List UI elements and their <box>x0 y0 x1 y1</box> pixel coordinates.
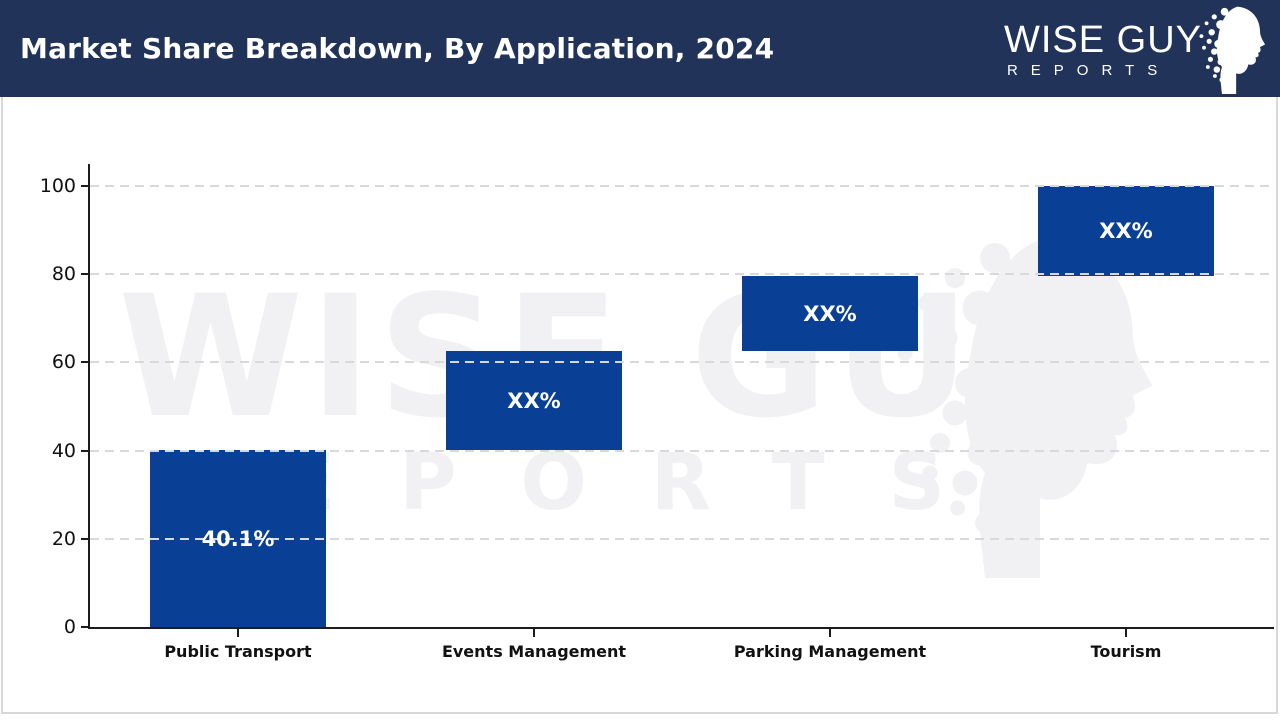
y-axis-tick <box>81 449 88 452</box>
bar-value-label: XX% <box>1099 219 1153 244</box>
brand-head-icon <box>1199 6 1266 94</box>
category-label: Parking Management <box>733 642 927 661</box>
x-axis-tick <box>1125 629 1127 637</box>
bar-parking-management <box>742 276 918 352</box>
y-axis-tick-label: 80 <box>51 263 76 286</box>
y-axis-tick-label: 60 <box>51 351 76 374</box>
gridline <box>90 449 1274 452</box>
brand-tagline: REPORTS <box>1006 61 1171 79</box>
gridline <box>90 361 1274 364</box>
x-axis-tick <box>237 629 239 637</box>
y-axis-tick-label: 0 <box>63 616 76 638</box>
x-axis-tick <box>533 629 535 637</box>
gridline <box>90 537 1274 540</box>
y-axis-tick-label: 100 <box>39 175 76 198</box>
category-label: Tourism <box>1090 642 1162 661</box>
gridline <box>90 273 1274 276</box>
x-axis-tick <box>829 629 831 637</box>
plot-area: 0 20 40 60 80 100 40.1% Public Transport XX% Even… <box>40 164 1274 661</box>
bar-events-management <box>446 351 622 451</box>
bar-value-label: 40.1% <box>201 526 275 551</box>
chart-title: Market Share Breakdown, By Application, … <box>20 32 775 65</box>
y-axis-tick <box>81 626 88 628</box>
y-axis-tick <box>81 537 88 540</box>
header: Market Share Breakdown, By Application, … <box>0 0 1280 97</box>
gridline <box>90 185 1274 188</box>
bar-value-label: XX% <box>803 301 857 326</box>
bar-value-label: XX% <box>507 388 561 413</box>
y-axis-tick-label: 20 <box>51 527 76 550</box>
category-label: Public Transport <box>164 642 312 661</box>
y-axis-tick <box>81 361 88 364</box>
brand-logo: WISE GUY REPORTS <box>1004 4 1274 94</box>
y-axis-tick <box>81 273 88 276</box>
category-label: Events Management <box>441 642 627 661</box>
brand-name: WISE GUY <box>1003 18 1202 61</box>
y-axis-tick <box>81 185 88 188</box>
y-axis-tick-label: 40 <box>51 439 76 462</box>
brand-logo-text: WISE GUY REPORTS <box>1004 20 1202 79</box>
